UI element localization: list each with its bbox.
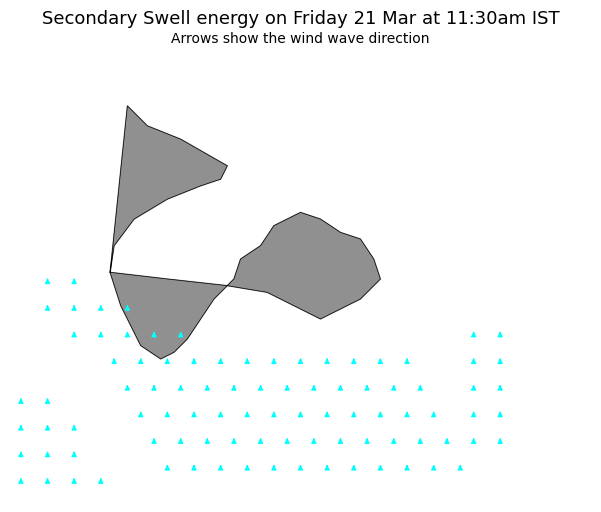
Text: Secondary Swell energy on Friday 21 Mar at 11:30am IST: Secondary Swell energy on Friday 21 Mar … xyxy=(41,10,560,28)
Text: Arrows show the wind wave direction: Arrows show the wind wave direction xyxy=(171,32,430,46)
Polygon shape xyxy=(110,106,380,359)
